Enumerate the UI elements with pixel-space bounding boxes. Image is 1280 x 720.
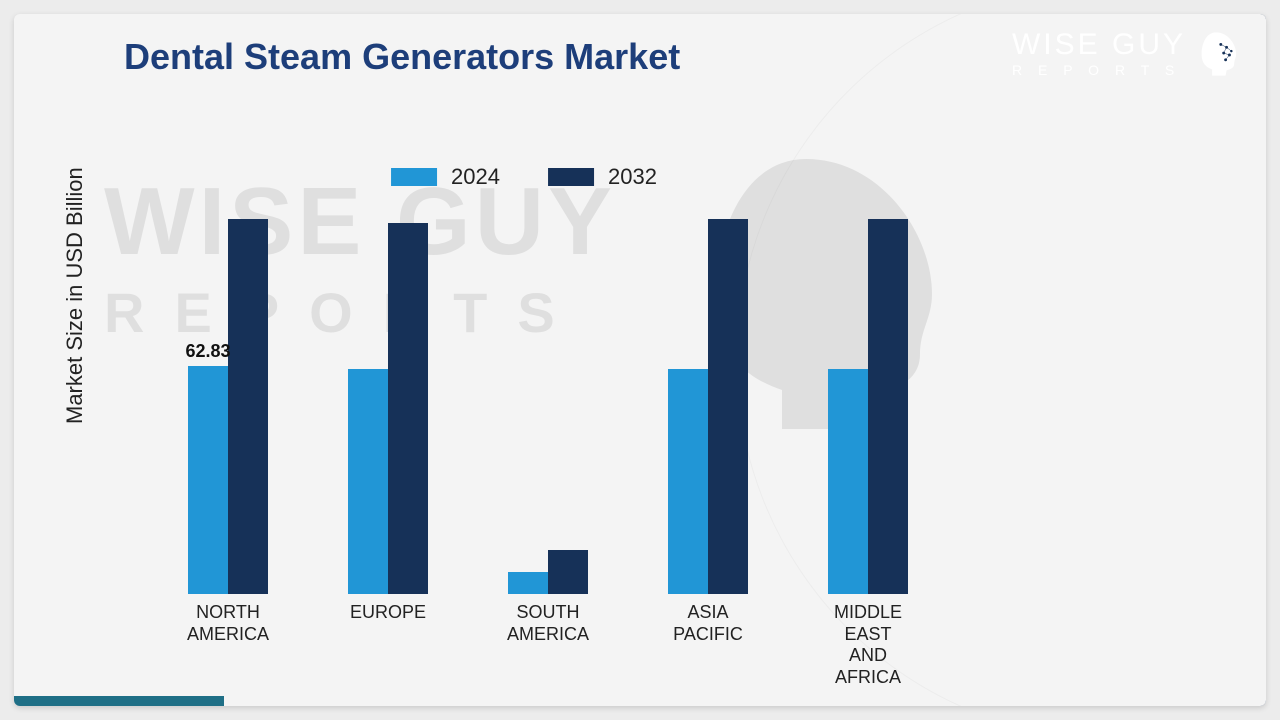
- bar-2024: [828, 369, 868, 594]
- legend-swatch-2032: [548, 168, 594, 186]
- bar-group: MIDDLEEASTANDAFRICA: [828, 219, 908, 594]
- legend: 2024 2032: [391, 164, 657, 190]
- legend-item-2032: 2032: [548, 164, 657, 190]
- x-axis-label: SOUTHAMERICA: [478, 602, 618, 645]
- bar-group: SOUTHAMERICA: [508, 550, 588, 594]
- footer-accent-bar: [14, 696, 224, 706]
- bar-2024: [508, 572, 548, 594]
- bar-value-label: 62.83: [185, 341, 230, 362]
- chart: Market Size in USD Billion 2024 2032 NOR…: [74, 174, 974, 674]
- bar-2024: [668, 369, 708, 594]
- brand-head-icon: [1192, 30, 1240, 78]
- x-axis-label: MIDDLEEASTANDAFRICA: [798, 602, 938, 688]
- stage: WISE GUY R E P O R T S: [0, 0, 1280, 720]
- brand-main: WISE GUY: [1012, 30, 1186, 60]
- bar-2032: [228, 219, 268, 594]
- x-axis-label: NORTHAMERICA: [158, 602, 298, 645]
- card: WISE GUY R E P O R T S: [14, 14, 1266, 706]
- bar-group: EUROPE: [348, 223, 428, 594]
- legend-item-2024: 2024: [391, 164, 500, 190]
- bar-2032: [388, 223, 428, 594]
- legend-swatch-2024: [391, 168, 437, 186]
- bar-2032: [868, 219, 908, 594]
- y-axis-label: Market Size in USD Billion: [62, 167, 88, 424]
- brand-logo: WISE GUY R E P O R T S: [1012, 30, 1240, 78]
- bar-2024: [188, 366, 228, 594]
- bar-2032: [708, 219, 748, 594]
- plot-area: NORTHAMERICA EUROPE SOUTHAMERICA ASIAPACIFI…: [164, 194, 964, 594]
- right-panel: [966, 14, 1266, 706]
- bar-2024: [348, 369, 388, 594]
- legend-label-2024: 2024: [451, 164, 500, 190]
- x-axis-label: ASIAPACIFIC: [638, 602, 778, 645]
- bar-2032: [548, 550, 588, 594]
- bar-group: ASIAPACIFIC: [668, 219, 748, 594]
- bar-group: NORTHAMERICA: [188, 219, 268, 594]
- x-axis-label: EUROPE: [318, 602, 458, 624]
- legend-label-2032: 2032: [608, 164, 657, 190]
- page-title: Dental Steam Generators Market: [124, 36, 680, 78]
- brand-sub: R E P O R T S: [1012, 62, 1186, 78]
